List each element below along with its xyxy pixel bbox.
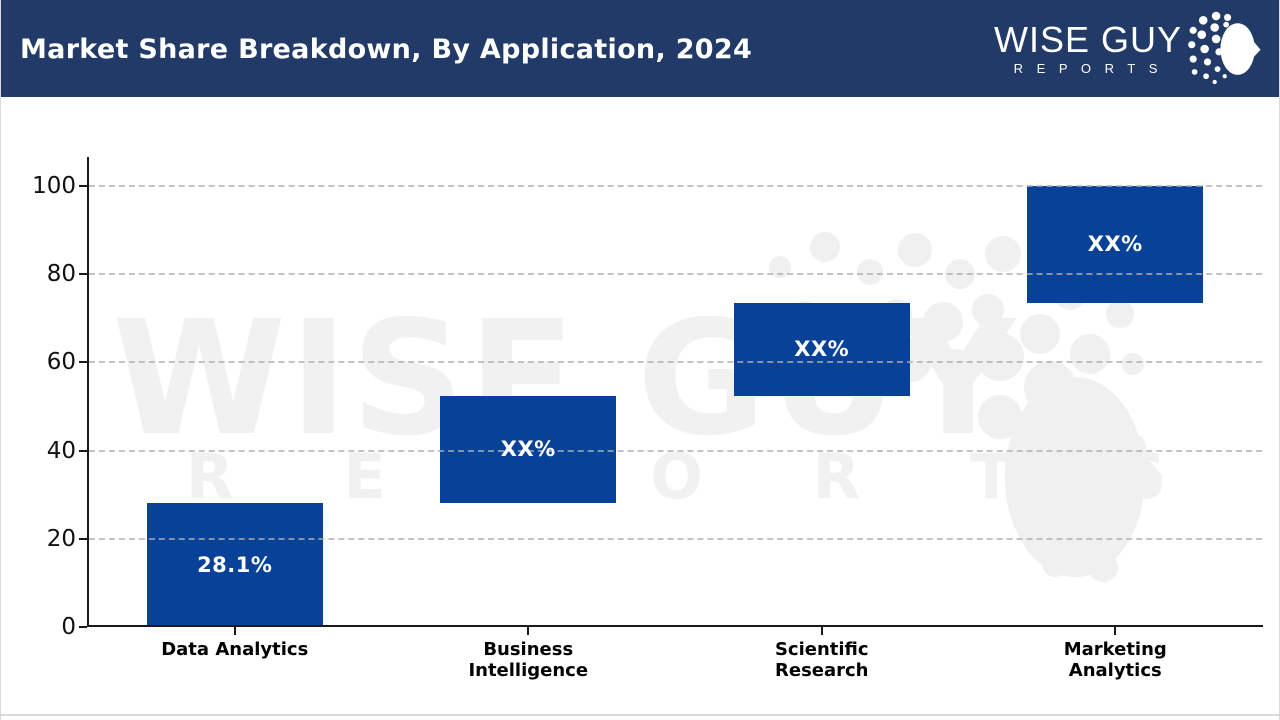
bottom-border <box>0 714 1280 716</box>
y-tick-mark <box>79 185 87 187</box>
bar-business-intelligence <box>440 395 617 504</box>
y-tick-label: 100 <box>32 173 76 199</box>
y-axis-line <box>87 157 89 627</box>
y-tick-label: 60 <box>46 349 76 376</box>
bar-scientific-research <box>733 302 910 396</box>
gridline-20 <box>89 537 1262 540</box>
y-tick-label: 80 <box>46 261 76 288</box>
x-tick-mark <box>1114 627 1117 635</box>
y-tick-mark <box>79 449 87 452</box>
x-axis-line <box>87 625 1263 627</box>
y-tick-mark <box>79 273 87 276</box>
bar-value-label: 28.1% <box>197 553 273 578</box>
y-tick-mark <box>79 361 87 364</box>
category-label: Marketing Analytics <box>1063 639 1167 681</box>
watermark-head-icon <box>765 232 1163 582</box>
gridline-100 <box>89 185 1262 187</box>
wiseguy-head-icon <box>1188 11 1261 84</box>
gridline-60 <box>89 361 1262 364</box>
logo-text: WISE GUY R E P O R T S <box>993 18 1182 76</box>
y-tick-mark <box>79 626 87 628</box>
x-tick-mark <box>820 627 823 635</box>
logo-sub-text: R E P O R T S <box>1013 60 1163 76</box>
bar-value-label: XX% <box>500 437 556 462</box>
x-tick-mark <box>233 627 236 635</box>
bar-marketing-analytics <box>1027 186 1204 303</box>
brand-logo: WISE GUY R E P O R T S <box>994 8 1262 90</box>
logo-brand-text: WISE GUY <box>993 18 1182 60</box>
chart-title: Market Share Breakdown, By Application, … <box>20 34 753 65</box>
y-tick-mark <box>79 537 87 540</box>
bar-data-analytics <box>146 503 323 627</box>
page-border-left <box>0 0 1 720</box>
header: Market Share Breakdown, By Application, … <box>0 0 1280 97</box>
gridline-40 <box>89 449 1262 452</box>
bar-value-label: XX% <box>1087 232 1143 257</box>
x-tick-mark <box>527 627 530 635</box>
category-label: Data Analytics <box>161 639 309 660</box>
y-tick-label: 40 <box>46 437 76 464</box>
gridline-80 <box>89 273 1262 276</box>
bar-value-label: XX% <box>794 337 850 362</box>
category-label: Business Intelligence <box>468 639 589 681</box>
watermark-text-sub: R E P O R T S <box>186 440 1211 513</box>
y-tick-label: 20 <box>46 525 76 552</box>
category-label: Scientific Research <box>774 639 869 681</box>
y-tick-label: 0 <box>61 614 76 640</box>
